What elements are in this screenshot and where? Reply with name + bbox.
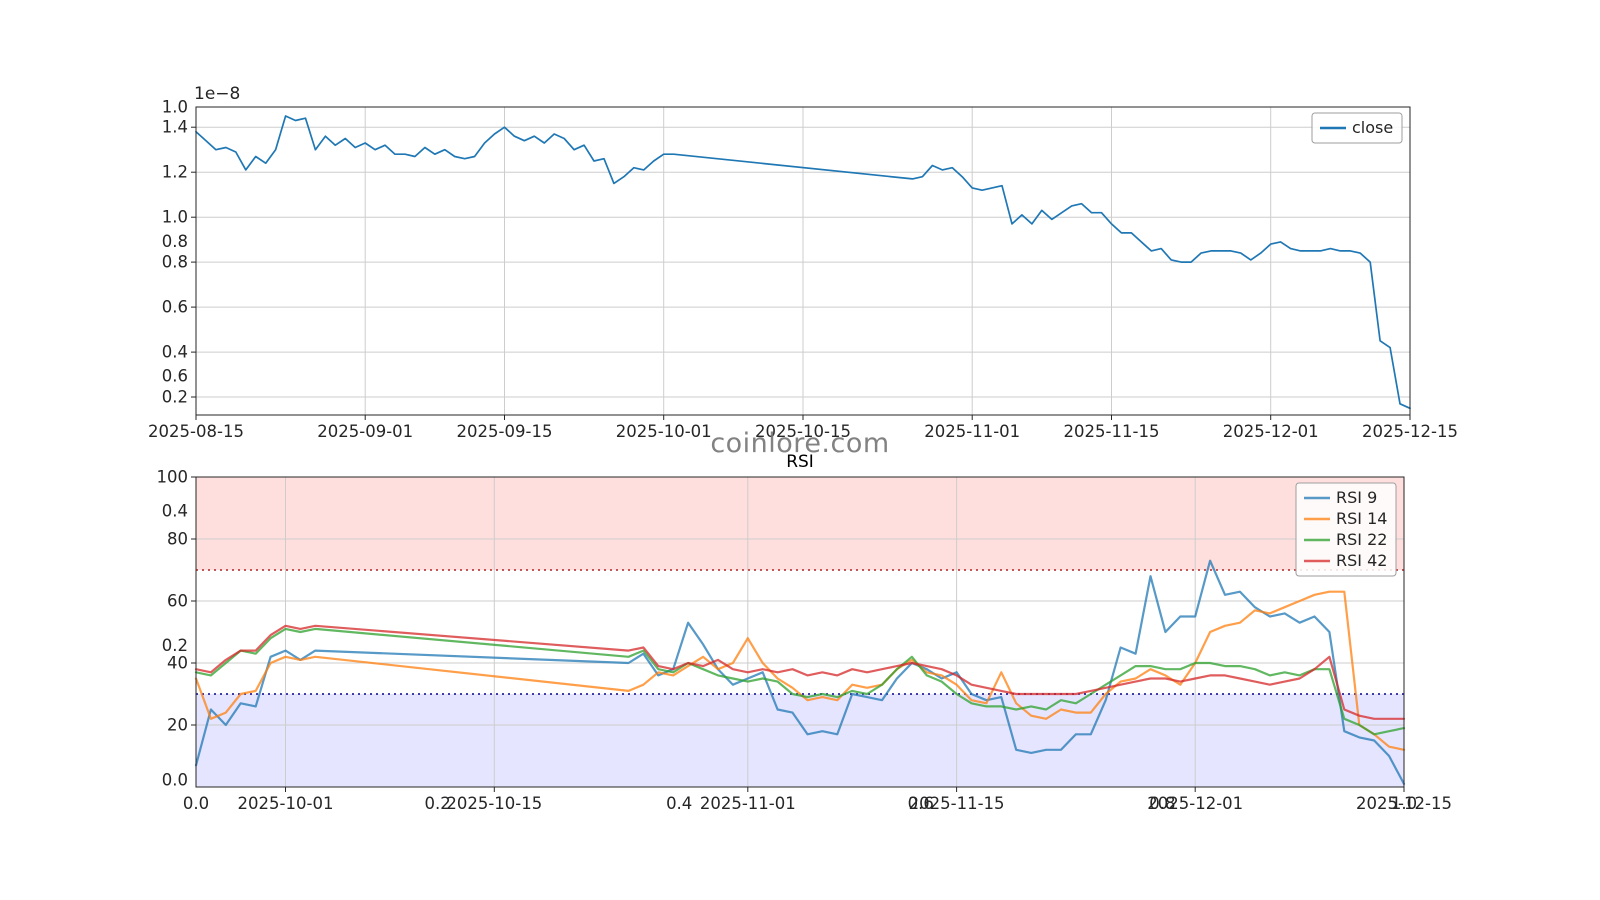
overbought-band — [196, 477, 1404, 570]
twin-y-tick-label: 0.0 — [162, 771, 188, 790]
x-tick-label: 2025-08-15 — [148, 422, 244, 441]
x-tick-label: 2025-11-01 — [700, 794, 796, 813]
watermark: coinlore.com — [710, 428, 890, 459]
y-tick-label: 0.8 — [162, 253, 188, 272]
x-tick-label: 2025-11-15 — [1064, 422, 1160, 441]
y-tick-label: 0.4 — [162, 343, 188, 362]
rsi-22-line — [194, 627, 1406, 736]
rsi-14-line — [194, 590, 1406, 751]
legend-label: RSI 14 — [1336, 509, 1387, 528]
y-tick-label: 40 — [167, 654, 188, 673]
x-tick-label: 2025-10-15 — [446, 794, 542, 813]
y-tick-label: 80 — [167, 530, 188, 549]
legend-label: RSI 9 — [1336, 488, 1377, 507]
rsi-plot-border — [195, 476, 1405, 788]
oversold-band — [196, 694, 1404, 787]
twin-x-tick-label: 1.0 — [1391, 794, 1417, 813]
price-chart: 2025-08-15 2025-09-01 2025-09-15 2025-10-01… — [148, 106, 1458, 441]
rsi-chart: 2025-10-01 2025-10-15 2025-11-01 2025-11-15… — [157, 468, 1452, 814]
twin-x-tick-label: 0.2 — [424, 794, 450, 813]
twin-axis-labels: 0.0 0.2 0.4 0.6 0.8 1.0 0.0 0.2 0.4 0.6 0.8 1.0 — [162, 98, 1417, 814]
twin-x-tick-label: 0.0 — [183, 794, 209, 813]
y-tick-label: 1.4 — [162, 118, 188, 137]
x-tick-label: 2025-12-15 — [1362, 422, 1458, 441]
rsi-9-line — [194, 559, 1406, 786]
x-tick-label: 2025-12-15 — [1356, 794, 1452, 813]
rsi-chart-title: RSI — [786, 452, 814, 472]
close-line — [195, 115, 1411, 410]
x-tick-label: 2025-10-01 — [616, 422, 712, 441]
twin-y-tick-label: 0.4 — [162, 501, 188, 520]
legend-box — [1295, 482, 1397, 577]
x-tick-label: 2025-11-01 — [924, 422, 1020, 441]
y-tick-label: 100 — [157, 468, 189, 487]
x-tick-label: 2025-12-01 — [1147, 794, 1243, 813]
x-tick-label: 2025-10-01 — [238, 794, 334, 813]
x-tick-label: 2025-09-15 — [457, 422, 553, 441]
y-tick-label: 60 — [167, 592, 188, 611]
legend-label: RSI 42 — [1336, 551, 1387, 570]
legend-label: RSI 22 — [1336, 530, 1387, 549]
y-tick-label: 1.2 — [162, 163, 188, 182]
x-tick-label: 2025-12-01 — [1223, 422, 1319, 441]
legend-label: close — [1352, 118, 1393, 137]
rsi-legend: RSI 9 RSI 14 RSI 22 RSI 42 — [1295, 482, 1397, 577]
x-tick-label: 2025-09-01 — [317, 422, 413, 441]
twin-x-tick-label: 0.4 — [666, 794, 692, 813]
y-axis-offset-label: 1e−8 — [194, 84, 241, 104]
twin-y-tick-label: 0.6 — [162, 367, 188, 386]
twin-y-tick-label: 0.8 — [162, 232, 188, 251]
twin-x-tick-label: 0.6 — [908, 794, 934, 813]
y-tick-label: 20 — [167, 716, 188, 735]
y-tick-label: 0.2 — [162, 388, 188, 407]
rsi-42-line — [194, 624, 1406, 720]
price-legend: close — [1311, 112, 1403, 144]
y-tick-label: 0.6 — [162, 298, 188, 317]
twin-x-tick-label: 0.8 — [1149, 794, 1175, 813]
twin-y-tick-label: 1.0 — [162, 98, 188, 117]
y-tick-label: 1.0 — [162, 208, 188, 227]
x-tick-label: 2025-11-15 — [909, 794, 1005, 813]
legend-box — [1311, 112, 1403, 144]
twin-y-tick-label: 0.2 — [162, 636, 188, 655]
x-tick-label: 2025-10-15 — [755, 422, 851, 441]
